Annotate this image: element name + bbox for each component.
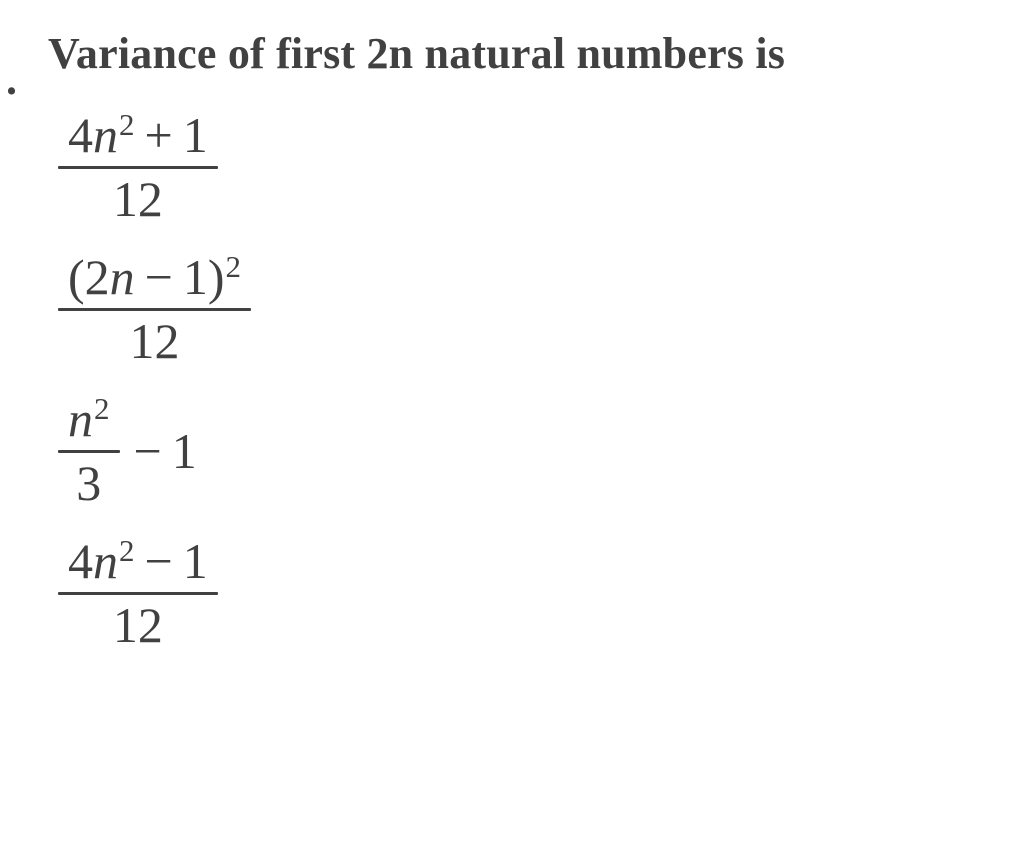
fraction-bar <box>58 166 218 169</box>
rest: − 1 <box>135 533 208 589</box>
option-a-fraction: 4n2 + 1 12 <box>58 109 218 225</box>
option-d-numerator: 4n2 − 1 <box>58 535 218 588</box>
option-d-denominator: 12 <box>103 599 173 652</box>
option-a-denominator: 12 <box>103 173 173 226</box>
option-b-fraction: (2n − 1)2 12 <box>58 251 251 367</box>
exponent: 2 <box>119 107 135 142</box>
option-c-denominator: 3 <box>66 457 111 510</box>
rest: + 1 <box>135 107 208 163</box>
variable-n: n <box>93 107 118 163</box>
option-c: n2 3 − 1 <box>58 393 1024 509</box>
option-d: 4n2 − 1 12 <box>58 535 1024 651</box>
option-c-fraction: n2 3 <box>58 393 120 509</box>
option-b-denominator: 12 <box>120 315 190 368</box>
rest: − 1) <box>135 249 225 305</box>
option-c-tail: − 1 <box>134 422 197 480</box>
fraction-bar <box>58 592 218 595</box>
option-a-numerator: 4n2 + 1 <box>58 109 218 162</box>
coef: 2 <box>85 249 110 305</box>
option-d-fraction: 4n2 − 1 12 <box>58 535 218 651</box>
coef: 4 <box>68 107 93 163</box>
variable-n: n <box>110 249 135 305</box>
variable-n: n <box>68 391 93 447</box>
open-paren: ( <box>68 249 85 305</box>
fraction-bar <box>58 308 251 311</box>
list-bullet: . <box>6 54 17 105</box>
exponent: 2 <box>94 391 110 426</box>
option-c-numerator: n2 <box>58 393 120 446</box>
question-stem: Variance of first 2n natural numbers is <box>48 28 1024 79</box>
variable-n: n <box>93 533 118 589</box>
exponent: 2 <box>226 249 242 284</box>
fraction-bar <box>58 450 120 453</box>
option-a: 4n2 + 1 12 <box>58 109 1024 225</box>
question-page: . Variance of first 2n natural numbers i… <box>0 0 1024 844</box>
option-b-numerator: (2n − 1)2 <box>58 251 251 304</box>
exponent: 2 <box>119 533 135 568</box>
coef: 4 <box>68 533 93 589</box>
options-block: 4n2 + 1 12 (2n − 1)2 12 n2 <box>58 109 1024 651</box>
option-b: (2n − 1)2 12 <box>58 251 1024 367</box>
